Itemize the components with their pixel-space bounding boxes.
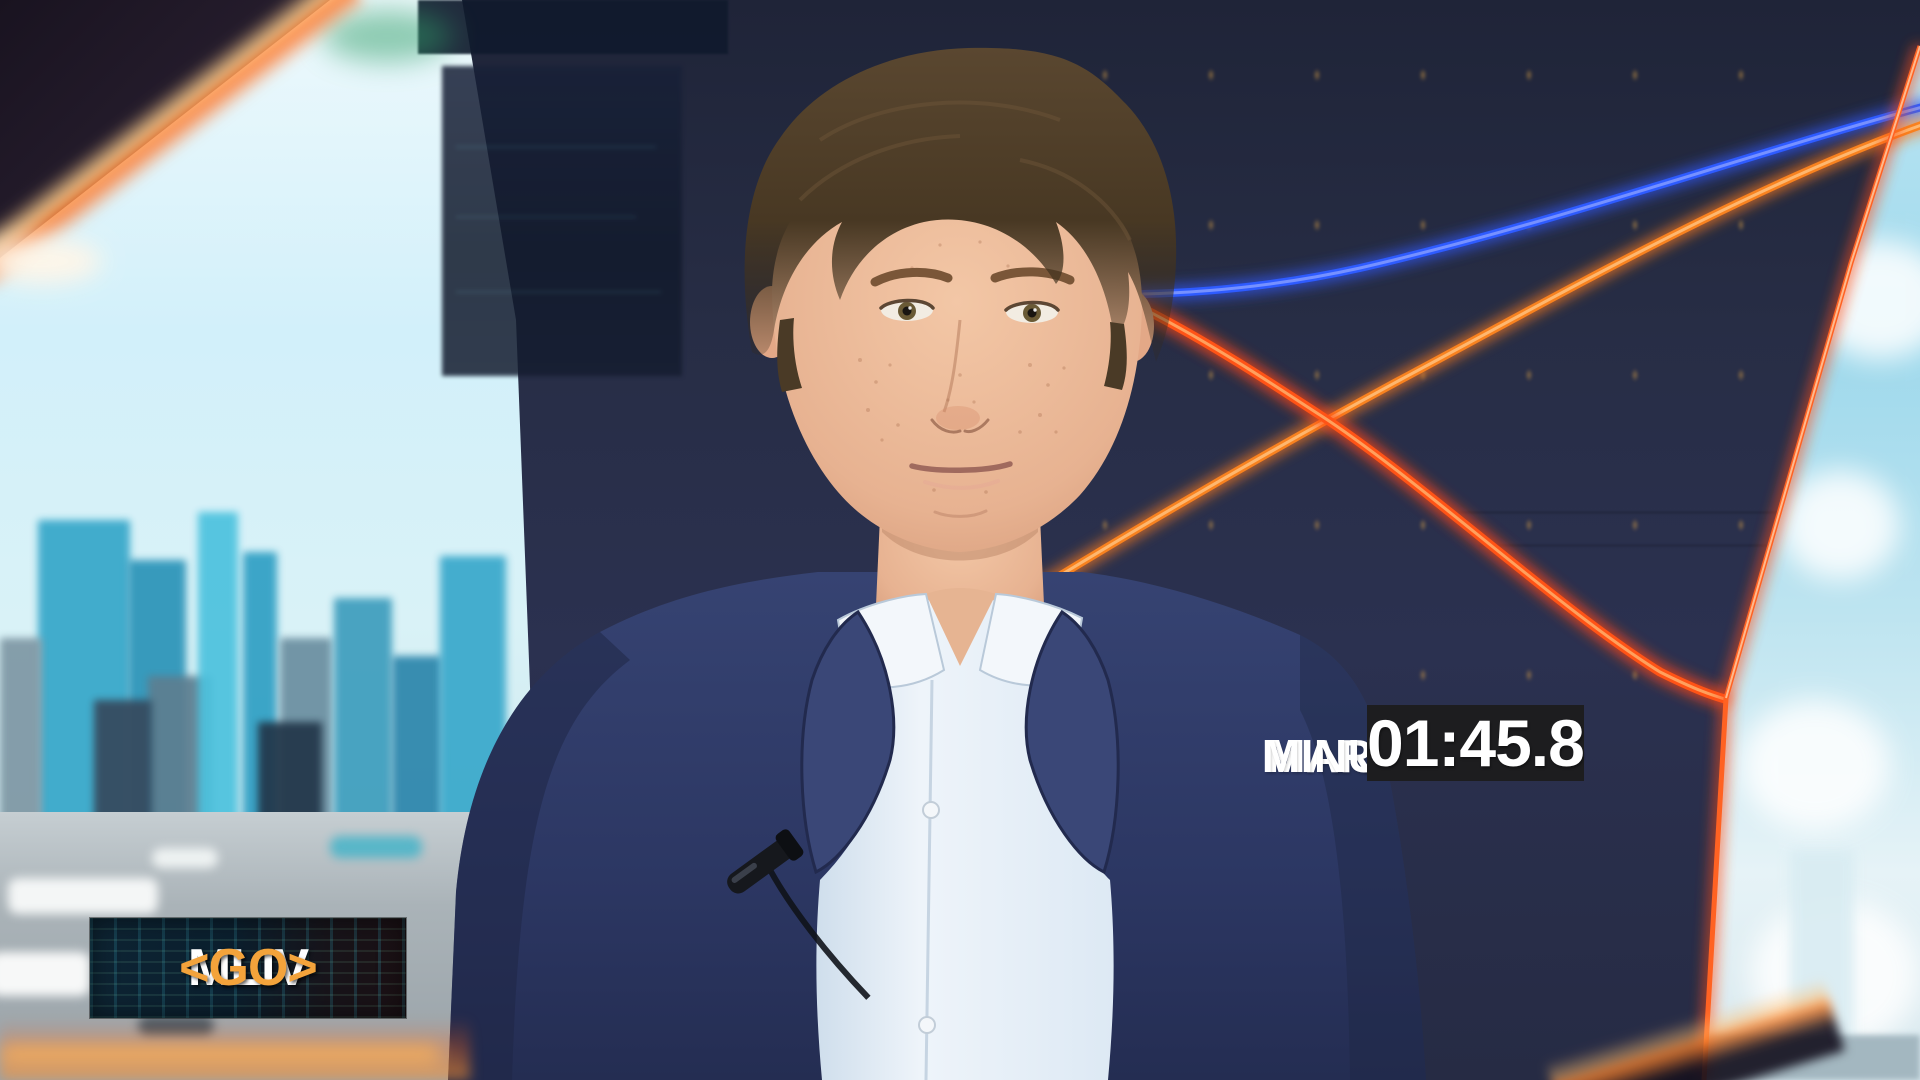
cloud xyxy=(1780,470,1900,580)
boat xyxy=(330,836,422,858)
building xyxy=(94,700,152,832)
boat xyxy=(152,848,218,868)
shirt-button xyxy=(922,801,940,819)
building xyxy=(0,638,42,832)
boat xyxy=(0,952,90,996)
wall-panel-seam xyxy=(1460,512,1790,513)
studio-screen xyxy=(442,66,682,376)
building xyxy=(392,656,442,832)
boat xyxy=(8,878,158,914)
cloud xyxy=(1740,700,1890,830)
countdown-timer: 01:45.8 xyxy=(1367,705,1585,781)
beam-neon-hotspot xyxy=(0,238,102,284)
desk-orange-streak xyxy=(0,1046,440,1062)
building xyxy=(198,512,238,832)
cloud xyxy=(1810,240,1920,360)
wall-panel-seam xyxy=(1480,545,1780,546)
studio-wall-dot-grid xyxy=(840,0,1820,790)
mliv-go-badge: MLIV <GO> xyxy=(90,918,406,1018)
lapel-microphone-icon xyxy=(727,829,871,1000)
desk-orange-glow xyxy=(1541,964,1845,1080)
shirt-button xyxy=(918,1016,936,1034)
studio-screen-header xyxy=(418,0,728,54)
building xyxy=(334,598,392,832)
left-ear xyxy=(750,286,794,358)
building xyxy=(440,556,506,832)
mliv-label: MLIV xyxy=(187,939,309,997)
go-command-label: <GO> xyxy=(179,939,318,997)
